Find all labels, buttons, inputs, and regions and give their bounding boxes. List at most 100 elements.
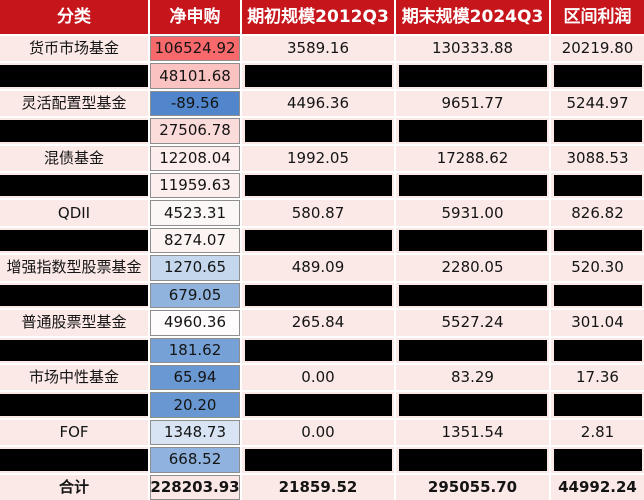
category-cell: FOF (0, 419, 148, 446)
begin-cell: 489.09 (242, 255, 394, 281)
category-cell: QDII (0, 200, 148, 226)
end-cell (396, 447, 549, 473)
redaction-bar (398, 65, 547, 87)
category-cell: 灵活配置型基金 (0, 90, 148, 117)
net-cell: 679.05 (150, 282, 240, 309)
profit-cell (551, 447, 644, 473)
end-cell: 5931.00 (396, 200, 549, 226)
redaction-bar (553, 284, 642, 307)
category-cell (0, 392, 148, 418)
redaction-bar (398, 284, 547, 307)
column-header-profit: 区间利润 (551, 0, 644, 34)
end-cell: 9651.77 (396, 90, 549, 117)
net-cell: -89.56 (150, 90, 240, 117)
net-cell: 106524.92 (150, 36, 240, 62)
redaction-bar (0, 394, 148, 416)
redaction-bar (398, 120, 547, 142)
end-cell (396, 118, 549, 144)
end-cell: 5527.24 (396, 310, 549, 336)
end-cell: 83.29 (396, 364, 549, 391)
column-header-net-subscription: 净申购 (150, 0, 240, 34)
category-cell: 增强指数型股票基金 (0, 255, 148, 281)
end-cell: 295055.70 (396, 474, 549, 500)
redaction-bar (398, 175, 547, 197)
redaction-bar (398, 394, 547, 416)
redaction-bar (244, 394, 392, 416)
end-cell: 130333.88 (396, 36, 549, 62)
net-cell: 181.62 (150, 337, 240, 363)
profit-cell: 3088.53 (551, 145, 644, 172)
profit-cell: 17.36 (551, 364, 644, 391)
redaction-bar (553, 120, 642, 142)
category-cell: 合计 (0, 474, 148, 500)
category-cell: 货币市场基金 (0, 36, 148, 62)
redaction-bar (244, 229, 392, 252)
net-cell: 4960.36 (150, 310, 240, 336)
begin-cell: 0.00 (242, 364, 394, 391)
profit-cell (551, 282, 644, 309)
category-cell: 混债基金 (0, 145, 148, 172)
end-cell (396, 337, 549, 363)
begin-cell: 1992.05 (242, 145, 394, 172)
end-cell (396, 392, 549, 418)
category-cell: 市场中性基金 (0, 364, 148, 391)
net-cell: 12208.04 (150, 145, 240, 172)
net-cell: 4523.31 (150, 200, 240, 226)
profit-cell (551, 337, 644, 363)
redaction-bar (0, 175, 148, 197)
redaction-bar (553, 229, 642, 252)
redaction-bar (244, 120, 392, 142)
redaction-bar (244, 65, 392, 87)
redaction-bar (0, 284, 148, 307)
category-cell (0, 337, 148, 363)
net-cell: 11959.63 (150, 173, 240, 199)
begin-cell: 21859.52 (242, 474, 394, 500)
redaction-bar (398, 229, 547, 252)
end-cell: 17288.62 (396, 145, 549, 172)
column-header-begin-scale: 期初规模2012Q3 (242, 0, 394, 34)
category-cell (0, 118, 148, 144)
category-cell (0, 173, 148, 199)
begin-cell (242, 118, 394, 144)
net-cell: 668.52 (150, 447, 240, 473)
begin-cell: 4496.36 (242, 90, 394, 117)
net-cell: 20.20 (150, 392, 240, 418)
redaction-bar (398, 449, 547, 471)
net-cell: 65.94 (150, 364, 240, 391)
end-cell (396, 173, 549, 199)
redaction-bar (0, 229, 148, 252)
net-cell: 1348.73 (150, 419, 240, 446)
category-cell: 普通股票型基金 (0, 310, 148, 336)
redaction-bar (0, 120, 148, 142)
redaction-bar (553, 65, 642, 87)
redaction-bar (244, 449, 392, 471)
profit-cell (551, 173, 644, 199)
net-cell: 228203.93 (150, 474, 240, 500)
category-cell (0, 447, 148, 473)
redaction-bar (244, 175, 392, 197)
category-cell (0, 63, 148, 89)
profit-cell (551, 392, 644, 418)
profit-cell: 44992.24 (551, 474, 644, 500)
profit-cell (551, 227, 644, 254)
begin-cell (242, 337, 394, 363)
profit-cell: 826.82 (551, 200, 644, 226)
begin-cell (242, 447, 394, 473)
begin-cell: 0.00 (242, 419, 394, 446)
end-cell (396, 63, 549, 89)
begin-cell (242, 173, 394, 199)
profit-cell: 2.81 (551, 419, 644, 446)
redaction-bar (553, 175, 642, 197)
redaction-bar (244, 284, 392, 307)
profit-cell: 520.30 (551, 255, 644, 281)
redaction-bar (398, 339, 547, 361)
profit-cell (551, 118, 644, 144)
begin-cell (242, 282, 394, 309)
begin-cell: 3589.16 (242, 36, 394, 62)
begin-cell (242, 227, 394, 254)
end-cell (396, 227, 549, 254)
end-cell: 1351.54 (396, 419, 549, 446)
redaction-bar (0, 339, 148, 361)
column-header-end-scale: 期末规模2024Q3 (396, 0, 549, 34)
